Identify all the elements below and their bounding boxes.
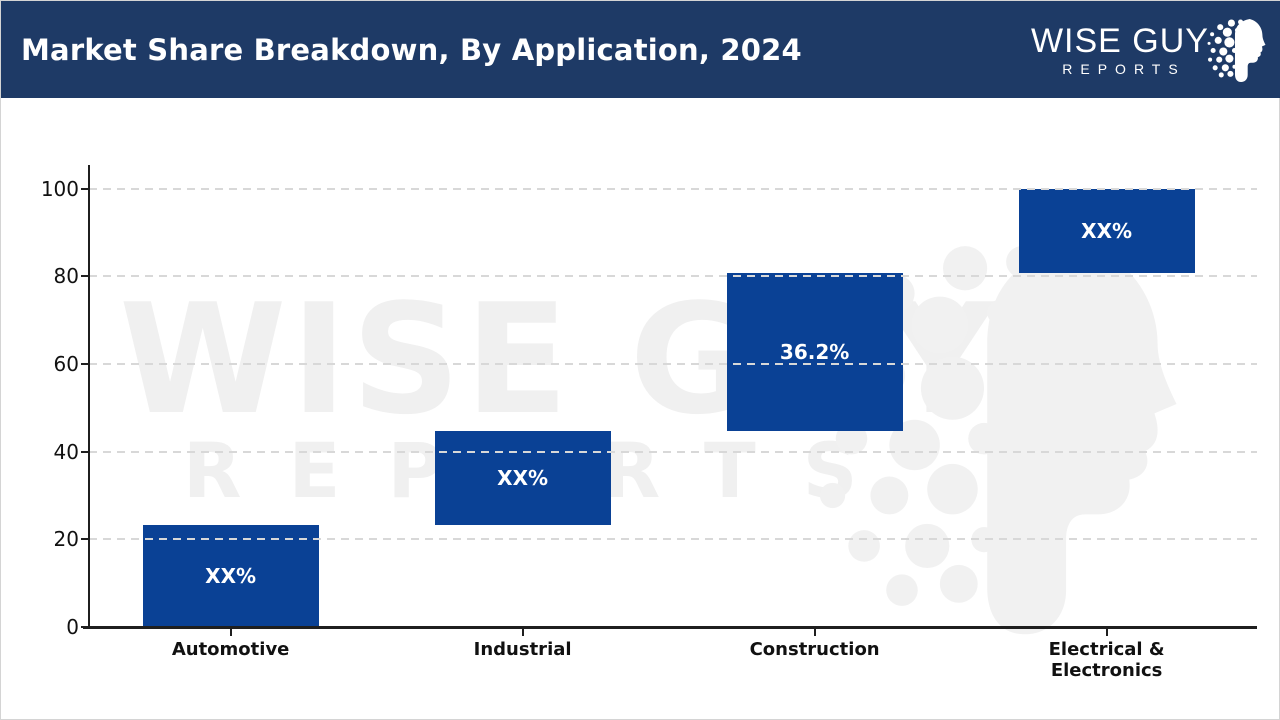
bar-value-label-construction: 36.2% <box>779 340 850 365</box>
x-axis-line <box>83 626 1257 629</box>
logo-subtext: REPORTS <box>1062 60 1186 77</box>
y-tick-label-40: 40 <box>53 439 79 464</box>
page-title: Market Share Breakdown, By Application, … <box>21 32 802 67</box>
bar-automotive: XX% <box>142 525 319 627</box>
x-axis-label-electrical-electronics: Electrical & Electronics <box>1048 639 1165 681</box>
bar-value-label-electrical-electronics: XX% <box>1081 218 1133 243</box>
gridline-20 <box>89 538 1257 541</box>
wiseguy-face-icon <box>1207 18 1266 82</box>
x-tick-construction <box>813 628 816 636</box>
y-tick-40 <box>81 450 89 453</box>
header-bar: Market Share Breakdown, By Application, … <box>1 1 1280 98</box>
logo-text: WISE GUY REPORTS <box>1031 24 1209 76</box>
x-axis-label-industrial: Industrial <box>473 639 572 660</box>
y-tick-label-0: 0 <box>66 615 79 639</box>
y-tick-label-100: 100 <box>40 176 79 201</box>
logo-wordmark: WISE GUY <box>1030 21 1209 60</box>
gridline-60 <box>89 362 1257 365</box>
x-tick-automotive <box>229 628 232 636</box>
wiseguy-logo: WISE GUY REPORTS <box>1031 15 1267 85</box>
y-tick-100 <box>81 187 89 190</box>
y-tick-label-20: 20 <box>53 527 79 552</box>
x-tick-industrial <box>521 628 524 636</box>
x-axis-label-construction: Construction <box>749 639 880 660</box>
y-axis-line <box>87 165 90 629</box>
bar-value-label-automotive: XX% <box>205 564 257 589</box>
bar-value-label-industrial: XX% <box>497 466 549 491</box>
gridline-80 <box>89 275 1257 278</box>
x-tick-electrical-electronics <box>1105 628 1108 636</box>
bar-electrical-electronics: XX% <box>1018 188 1195 273</box>
y-tick-80 <box>81 275 89 278</box>
gridline-100 <box>89 187 1257 190</box>
y-tick-label-80: 80 <box>53 264 79 289</box>
y-tick-label-60: 60 <box>53 351 79 376</box>
y-tick-20 <box>81 538 89 541</box>
y-tick-60 <box>81 362 89 365</box>
bar-construction: 36.2% <box>726 272 903 432</box>
x-axis-label-automotive: Automotive <box>171 639 290 660</box>
bar-industrial: XX% <box>434 431 611 526</box>
gridline-40 <box>89 450 1257 453</box>
